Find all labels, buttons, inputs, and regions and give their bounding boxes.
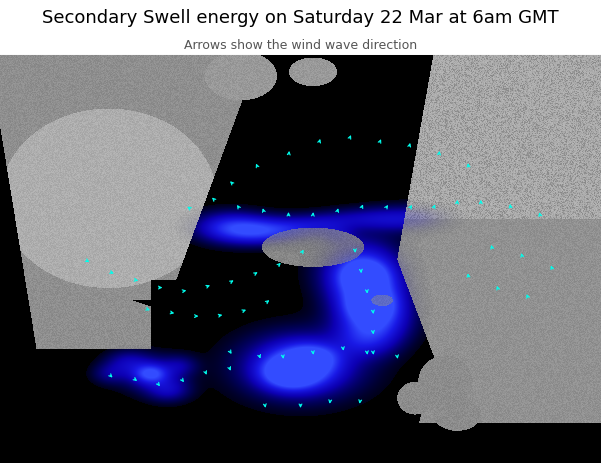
Text: Arrows show the wind wave direction: Arrows show the wind wave direction	[184, 38, 417, 51]
Text: Secondary Swell energy on Saturday 22 Mar at 6am GMT: Secondary Swell energy on Saturday 22 Ma…	[42, 9, 559, 26]
